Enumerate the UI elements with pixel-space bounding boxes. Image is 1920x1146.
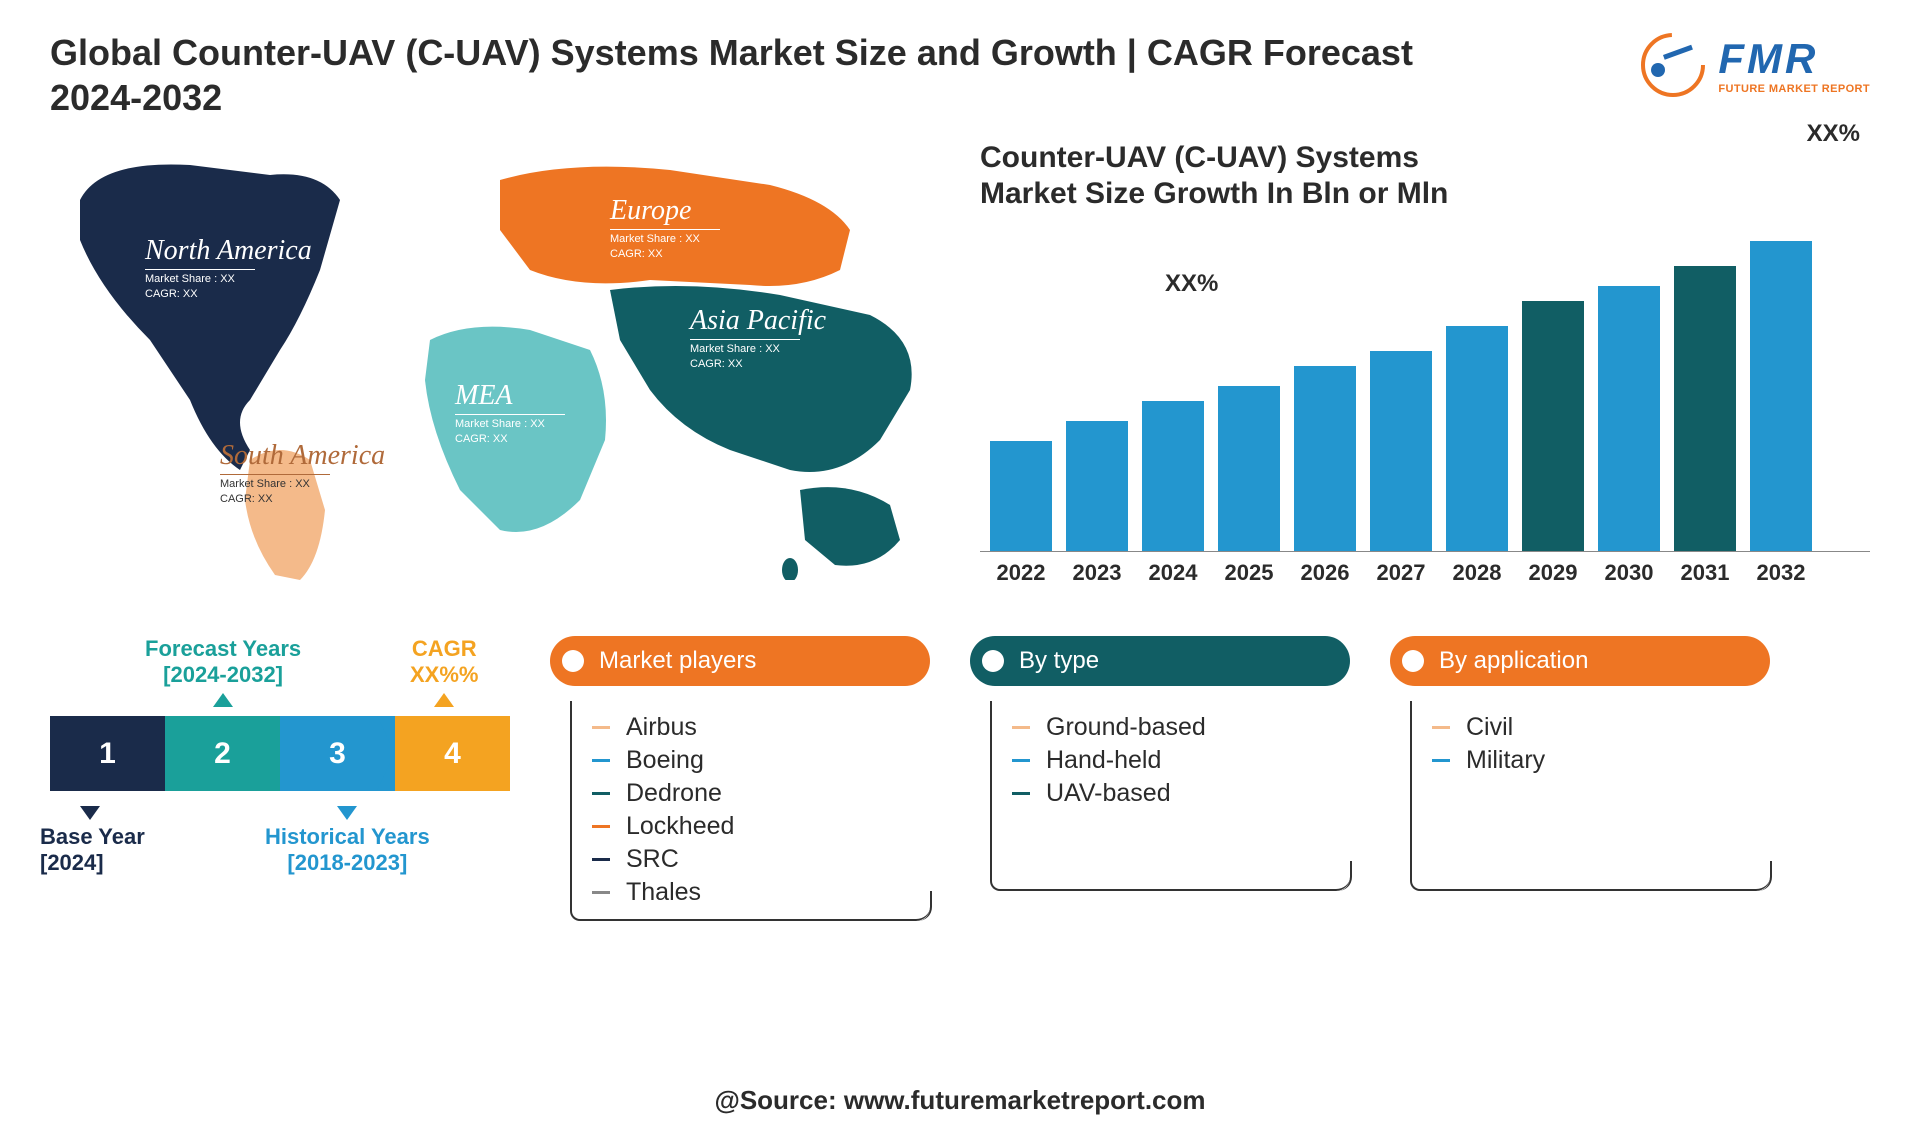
tick-icon [1432, 726, 1450, 729]
bar-2027 [1370, 351, 1432, 551]
tick-icon [1432, 759, 1450, 762]
bar-label-2023: 2023 [1066, 560, 1128, 586]
page-title: Global Counter-UAV (C-UAV) Systems Marke… [50, 30, 1430, 120]
bar-2031 [1674, 266, 1736, 551]
logo: FMR FUTURE MARKET REPORT [1638, 30, 1870, 100]
market-players-pill: Market players [550, 636, 930, 686]
player-item: SRC [572, 843, 930, 876]
player-item: Thales [572, 876, 930, 909]
bar-label-2031: 2031 [1674, 560, 1736, 586]
chart-title: Counter-UAV (C-UAV) Systems Market Size … [980, 140, 1480, 212]
cagr-anno: CAGRXX%% [410, 636, 478, 707]
source-text: @Source: www.futuremarketreport.com [0, 1085, 1920, 1116]
by-application-column: By application CivilMilitary [1390, 636, 1770, 891]
bar-2025 [1218, 386, 1280, 551]
bar-2024 [1142, 401, 1204, 551]
bar-label-2032: 2032 [1750, 560, 1812, 586]
bar-2023 [1066, 421, 1128, 551]
base-anno: Base Year[2024] [40, 806, 145, 877]
bar-2032 [1750, 241, 1812, 551]
tick-icon [1012, 726, 1030, 729]
by-application-pill: By application [1390, 636, 1770, 686]
market-players-column: Market players AirbusBoeingDedroneLockhe… [550, 636, 930, 921]
region-north-america: North America Market Share : XXCAGR: XX [145, 235, 312, 303]
region-mea: MEA Market Share : XXCAGR: XX [455, 380, 565, 448]
application-item: Civil [1412, 711, 1770, 744]
bar-2029 [1522, 301, 1584, 551]
timeline-seg-4: 4 [395, 716, 510, 791]
tick-icon [592, 726, 610, 729]
historical-anno: Historical Years[2018-2023] [265, 806, 430, 877]
bar-2022 [990, 441, 1052, 551]
bar-2028 [1446, 326, 1508, 551]
player-item: Airbus [572, 711, 930, 744]
application-item: Military [1412, 744, 1770, 777]
bar-2026 [1294, 366, 1356, 551]
tick-icon [592, 825, 610, 828]
bar-label-2024: 2024 [1142, 560, 1204, 586]
end-pct-label: XX% [1807, 120, 1860, 148]
region-asia-pacific: Asia Pacific Market Share : XXCAGR: XX [690, 305, 826, 373]
bar-2030 [1598, 286, 1660, 551]
by-type-pill: By type [970, 636, 1350, 686]
bar-label-2029: 2029 [1522, 560, 1584, 586]
bar-label-2027: 2027 [1370, 560, 1432, 586]
timeline: Forecast Years[2024-2032] CAGRXX%% 1234 … [50, 636, 510, 791]
tick-icon [592, 759, 610, 762]
player-item: Dedrone [572, 777, 930, 810]
forecast-anno: Forecast Years[2024-2032] [145, 636, 301, 707]
region-europe: Europe Market Share : XXCAGR: XX [610, 195, 720, 263]
bar-label-2025: 2025 [1218, 560, 1280, 586]
logo-fmr-text: FMR [1718, 35, 1870, 83]
tick-icon [592, 891, 610, 894]
growth-bar-chart: Counter-UAV (C-UAV) Systems Market Size … [980, 140, 1870, 586]
bar-label-2030: 2030 [1598, 560, 1660, 586]
tick-icon [1012, 759, 1030, 762]
logo-icon [1638, 30, 1708, 100]
region-south-america: South America Market Share : XXCAGR: XX [220, 440, 385, 508]
bar-label-2026: 2026 [1294, 560, 1356, 586]
world-map: North America Market Share : XXCAGR: XX … [50, 140, 950, 580]
start-pct-label: XX% [1165, 270, 1218, 298]
type-item: Hand-held [992, 744, 1350, 777]
by-type-column: By type Ground-basedHand-heldUAV-based [970, 636, 1350, 891]
type-item: Ground-based [992, 711, 1350, 744]
tick-icon [592, 792, 610, 795]
tick-icon [1012, 792, 1030, 795]
tick-icon [592, 858, 610, 861]
bar-label-2028: 2028 [1446, 560, 1508, 586]
bar-label-2022: 2022 [990, 560, 1052, 586]
type-item: UAV-based [992, 777, 1350, 810]
logo-sub-text: FUTURE MARKET REPORT [1718, 83, 1870, 95]
player-item: Lockheed [572, 810, 930, 843]
player-item: Boeing [572, 744, 930, 777]
